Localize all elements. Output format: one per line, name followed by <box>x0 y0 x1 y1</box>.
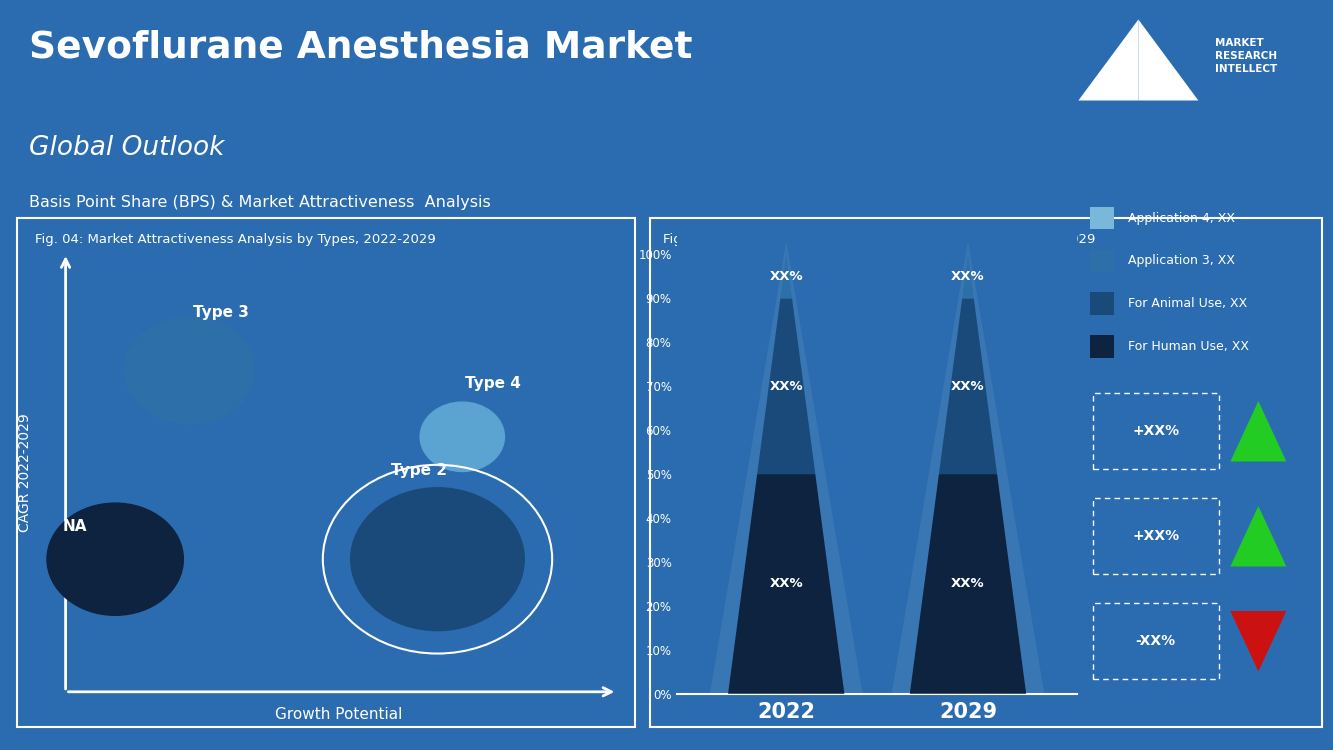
Polygon shape <box>757 298 816 474</box>
Text: Fig. 05: Basis Point Share (BPS) Analysis, by Types, 2022 vs 2029: Fig. 05: Basis Point Share (BPS) Analysi… <box>663 232 1094 246</box>
Text: Basis Point Share (BPS) & Market Attractiveness  Analysis: Basis Point Share (BPS) & Market Attract… <box>29 195 491 210</box>
Text: Application 4, XX: Application 4, XX <box>1128 211 1234 224</box>
Text: Sevoflurane Anesthesia Market: Sevoflurane Anesthesia Market <box>29 30 693 66</box>
Polygon shape <box>1138 20 1198 101</box>
Text: +XX%: +XX% <box>1132 424 1180 438</box>
Circle shape <box>47 503 184 615</box>
Bar <box>1090 292 1114 315</box>
Text: Application 3, XX: Application 3, XX <box>1128 254 1234 267</box>
Text: XX%: XX% <box>952 578 985 590</box>
Bar <box>1090 207 1114 230</box>
Text: XX%: XX% <box>769 578 802 590</box>
Polygon shape <box>780 254 792 298</box>
Polygon shape <box>710 242 862 694</box>
Text: Type 2: Type 2 <box>391 463 447 478</box>
Text: For Animal Use, XX: For Animal Use, XX <box>1128 297 1246 310</box>
Text: Type 4: Type 4 <box>465 376 521 391</box>
Text: XX%: XX% <box>952 380 985 393</box>
Text: XX%: XX% <box>769 270 802 283</box>
Text: +XX%: +XX% <box>1132 530 1180 543</box>
FancyBboxPatch shape <box>1093 394 1218 469</box>
Text: MARKET
RESEARCH
INTELLECT: MARKET RESEARCH INTELLECT <box>1216 38 1277 74</box>
Bar <box>1090 250 1114 272</box>
Polygon shape <box>1230 401 1286 461</box>
Text: Global Outlook: Global Outlook <box>29 135 225 161</box>
Text: XX%: XX% <box>952 270 985 283</box>
Polygon shape <box>1078 20 1138 101</box>
Text: Fig. 04: Market Attractiveness Analysis by Types, 2022-2029: Fig. 04: Market Attractiveness Analysis … <box>35 232 436 246</box>
Text: For Human Use, XX: For Human Use, XX <box>1128 340 1249 352</box>
Polygon shape <box>1230 611 1286 671</box>
Bar <box>1090 335 1114 358</box>
Text: XX%: XX% <box>769 380 802 393</box>
Polygon shape <box>910 474 1026 694</box>
Polygon shape <box>962 254 974 298</box>
Text: Type 3: Type 3 <box>192 304 248 320</box>
Text: NA: NA <box>63 519 87 534</box>
Polygon shape <box>1230 506 1286 566</box>
FancyBboxPatch shape <box>1093 499 1218 574</box>
Circle shape <box>351 488 524 631</box>
Polygon shape <box>728 474 844 694</box>
Text: Growth Potential: Growth Potential <box>275 707 403 722</box>
Circle shape <box>420 402 504 472</box>
Polygon shape <box>938 298 997 474</box>
FancyBboxPatch shape <box>1093 604 1218 679</box>
Text: -XX%: -XX% <box>1136 634 1176 648</box>
Polygon shape <box>892 242 1044 694</box>
Circle shape <box>124 317 255 424</box>
Text: CAGR 2022-2029: CAGR 2022-2029 <box>19 413 32 532</box>
